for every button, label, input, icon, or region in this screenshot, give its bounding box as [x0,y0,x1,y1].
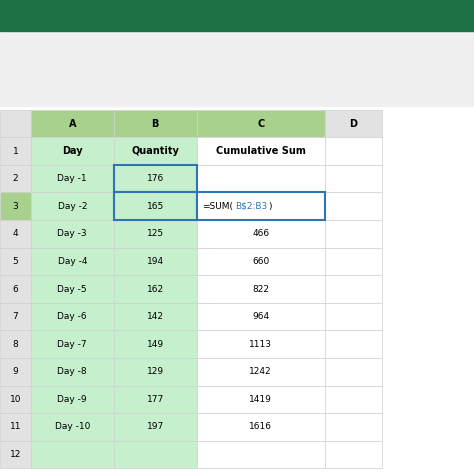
Text: 142: 142 [147,312,164,321]
Text: View: View [332,39,350,49]
Text: 1: 1 [12,147,18,156]
Text: 🔍  Search: 🔍 Search [342,13,378,22]
Text: Developer: Developer [379,39,419,49]
Text: 11  B  A  ▾  ≡  ⊞  ⊞  ▾  ⬚: 11 B A ▾ ≡ ⊞ ⊞ ▾ ⬚ [9,66,95,72]
Text: 177: 177 [146,395,164,404]
Text: 129: 129 [146,367,164,376]
Text: 197: 197 [146,422,164,431]
Text: Day -4: Day -4 [57,257,87,266]
Text: Day -6: Day -6 [57,312,87,321]
Text: ✓: ✓ [142,89,149,98]
Text: Home: Home [43,39,65,49]
Text: fx: fx [161,89,169,98]
Text: Day -1: Day -1 [57,174,87,183]
Text: :: : [104,89,107,98]
Text: B$2:B3: B$2:B3 [235,202,267,211]
Text: 3: 3 [12,202,18,211]
Text: 10: 10 [9,395,21,404]
Text: 165: 165 [146,202,164,211]
Text: Day -9: Day -9 [57,395,87,404]
Text: 11: 11 [9,422,21,431]
Text: 12: 12 [10,450,21,459]
FancyArrowPatch shape [283,193,348,218]
Text: Data: Data [256,39,274,49]
Text: D: D [349,119,357,129]
Text: 6: 6 [12,284,18,294]
Text: 2: 2 [13,174,18,183]
Text: 466: 466 [252,229,269,238]
Text: B: B [152,119,159,129]
Text: Day -10: Day -10 [55,422,90,431]
Text: 660: 660 [252,257,269,266]
Text: Cumulative Sum: Cumulative Sum [216,146,306,156]
Text: C: C [257,119,264,129]
Text: Off: Off [116,14,126,20]
Text: 1113: 1113 [249,340,272,349]
Text: 7: 7 [12,312,18,321]
Text: ✕: ✕ [123,89,130,98]
Text: 176: 176 [146,174,164,183]
Text: Draw: Draw [118,39,138,49]
Text: File: File [9,39,22,49]
Text: =SUM(: =SUM( [202,202,233,211]
Text: 8: 8 [12,340,18,349]
Text: Day -3: Day -3 [57,229,87,238]
Text: Day -5: Day -5 [57,284,87,294]
Text: 💾: 💾 [142,11,147,20]
Text: 822: 822 [252,284,269,294]
Text: Book1 - Excel: Book1 - Excel [156,11,213,20]
Text: 162: 162 [146,284,164,294]
Text: 149: 149 [146,340,164,349]
Text: =SUM(B$2:B3): =SUM(B$2:B3) [190,89,256,98]
Text: Insert: Insert [81,39,103,49]
Text: 5: 5 [12,257,18,266]
Text: 125: 125 [146,229,164,238]
Text: Review: Review [294,39,321,49]
Text: Quantity: Quantity [131,146,179,156]
Text: Day -7: Day -7 [57,340,87,349]
Text: AutoSave: AutoSave [33,11,70,20]
Text: 1616: 1616 [249,422,272,431]
Text: Day: Day [62,146,82,156]
Text: 9: 9 [12,367,18,376]
Text: STOCKHIS...  ▾: STOCKHIS... ▾ [9,89,63,99]
Text: 194: 194 [146,257,164,266]
Text: 1419: 1419 [249,395,272,404]
Text: A: A [69,119,76,129]
Text: 4: 4 [13,229,18,238]
Text: Page Layout: Page Layout [152,39,199,49]
Text: ): ) [268,202,271,211]
Text: Day -8: Day -8 [57,367,87,376]
Text: Day -2: Day -2 [57,202,87,211]
Text: Formulas: Formulas [204,39,239,49]
Text: ⊞  A  ▾  🟩  🔧: ⊞ A ▾ 🟩 🔧 [261,66,301,72]
Text: 964: 964 [252,312,269,321]
Text: 1242: 1242 [249,367,272,376]
